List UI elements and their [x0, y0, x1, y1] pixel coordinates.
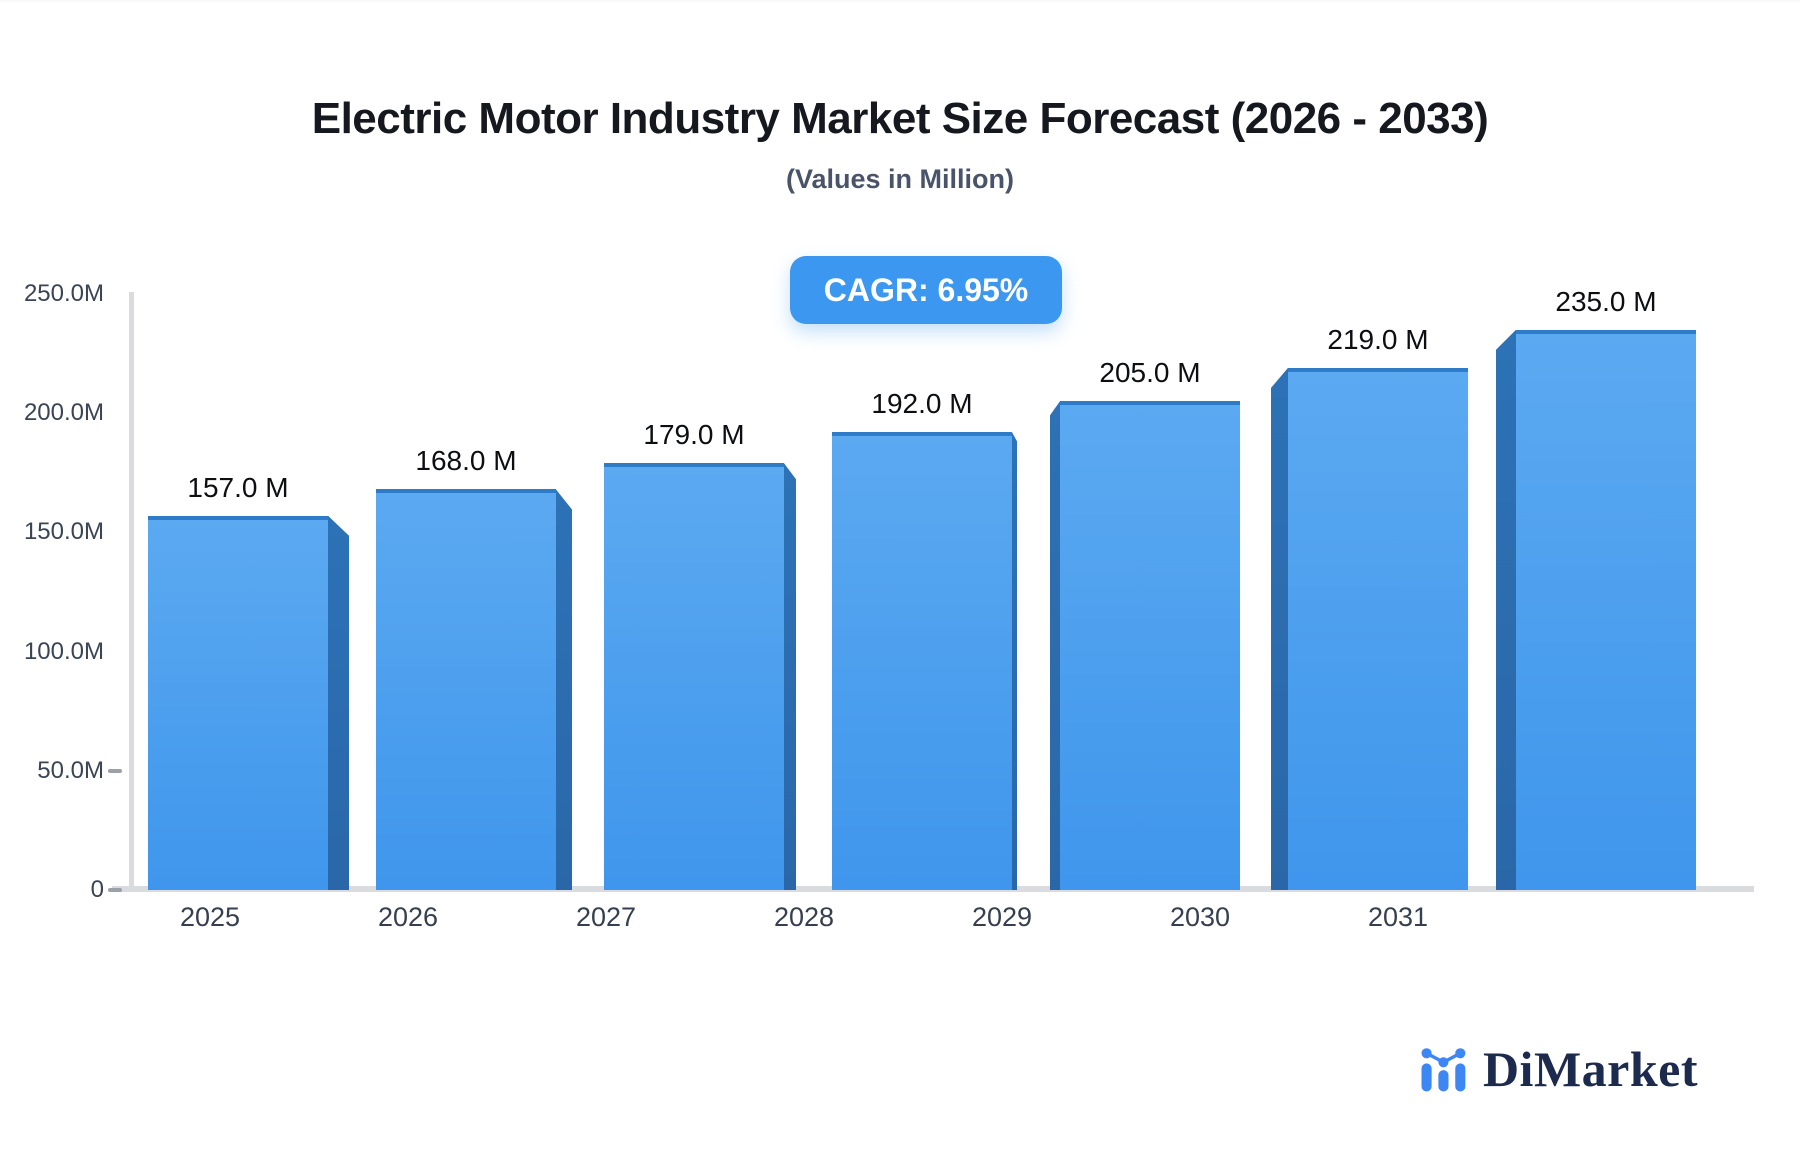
bar-3d-side [1012, 432, 1017, 890]
bar-line-chart-icon [1417, 1042, 1471, 1096]
y-tick-label: 150.0M [23, 518, 104, 546]
bar-value-label: 179.0 M [643, 419, 745, 451]
bar-value-label: 219.0 M [1327, 323, 1429, 355]
bar-2030[interactable] [1288, 367, 1468, 890]
bar-value-label: 235.0 M [1555, 285, 1657, 317]
bar-3d-side [784, 463, 796, 890]
y-axis-line [129, 292, 134, 890]
bar-value-label: 205.0 M [1099, 357, 1201, 389]
y-tick-label: 100.0M [23, 637, 104, 665]
bar-3d-side [556, 489, 572, 890]
bar-2026[interactable] [376, 489, 556, 890]
brand-logo: DiMarket [1417, 1040, 1698, 1098]
bar-2027[interactable] [604, 463, 784, 890]
chart-subtitle: (Values in Million) [785, 164, 1015, 194]
y-tick-label: 50.0M [37, 756, 104, 784]
brand-name: DiMarket [1482, 1041, 1698, 1097]
bar-value-label: 168.0 M [415, 445, 517, 477]
cagr-badge: CAGR: 6.95% [790, 256, 1062, 324]
y-tick-mark [108, 888, 122, 892]
x-tick-label: 2029 [971, 902, 1033, 932]
bar-3d-side [1496, 329, 1516, 890]
bar-3d-side [328, 515, 349, 890]
bar-2031[interactable] [1516, 329, 1696, 890]
x-tick-label: 2026 [377, 902, 439, 932]
bar-3d-side [1050, 401, 1060, 890]
x-tick-label: 2028 [773, 902, 835, 932]
y-tick-mark [108, 768, 122, 773]
x-tick-label: 2025 [179, 902, 241, 932]
y-tick-label: 200.0M [23, 399, 104, 427]
bar-value-label: 192.0 M [871, 388, 973, 420]
bar-2025[interactable] [148, 515, 328, 890]
y-tick-label: 250.0M [23, 280, 104, 307]
chart-title: Electric Motor Industry Market Size Fore… [311, 94, 1489, 143]
y-tick-label: 0 [90, 876, 104, 903]
bar-3d-side [1271, 367, 1288, 890]
x-tick-label: 2027 [575, 902, 637, 932]
bar-2029[interactable] [1060, 401, 1240, 890]
x-tick-label: 2030 [1169, 902, 1231, 932]
bar-2028[interactable] [832, 432, 1012, 890]
x-tick-label: 2031 [1367, 902, 1429, 932]
bar-value-label: 157.0 M [187, 471, 289, 503]
